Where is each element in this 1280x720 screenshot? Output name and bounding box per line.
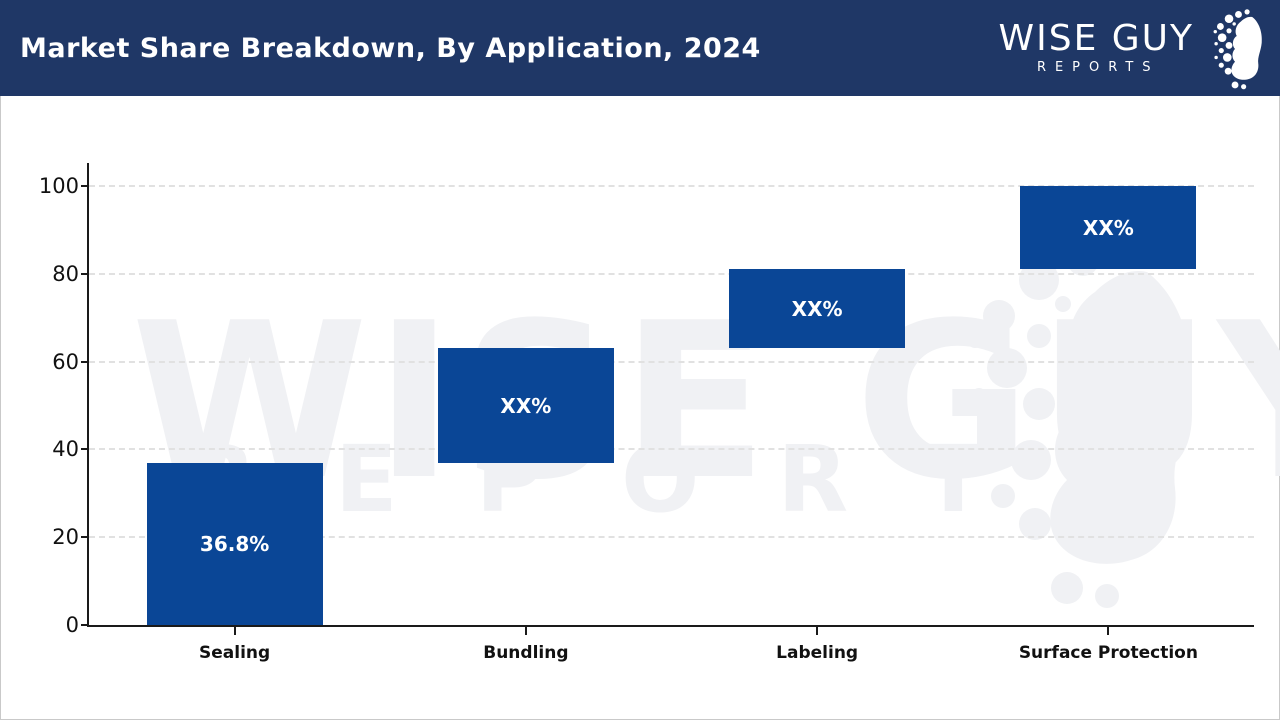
gridline (89, 448, 1254, 451)
bar-bundling (437, 348, 614, 464)
gridline (89, 185, 1254, 187)
y-axis-tick-label: 80 (52, 261, 79, 286)
page-title: Market Share Breakdown, By Application, … (20, 32, 761, 64)
x-axis-tick (524, 627, 527, 635)
y-axis-tick (81, 185, 89, 187)
brand-subname: REPORTS (1036, 60, 1160, 75)
bar-labeling (729, 269, 906, 349)
gridline (89, 272, 1254, 275)
bar-value-label: 36.8% (199, 532, 270, 557)
y-axis (87, 163, 89, 625)
x-axis-tick (1107, 627, 1110, 635)
brand-name: WISE GUY (998, 18, 1194, 59)
y-axis-tick (81, 360, 89, 363)
y-axis-tick-label: 20 (52, 525, 79, 550)
brand-logo: WISE GUY REPORTS (999, 5, 1280, 91)
y-axis-tick-label: 60 (52, 349, 79, 374)
y-axis-tick (81, 536, 89, 539)
y-axis-tick (81, 624, 89, 626)
bar-sealing (146, 463, 323, 625)
y-axis-tick-label: 40 (52, 437, 79, 462)
gridline (89, 536, 1254, 539)
gridline (89, 360, 1254, 363)
x-axis-category-label: Surface Protection (1018, 643, 1198, 663)
x-axis-tick (233, 627, 236, 635)
brand-logo-text: WISE GUY REPORTS (998, 18, 1195, 76)
bar-value-label: XX% (791, 296, 843, 321)
chart-area: WISE GUY REPORTS 0 20 40 60 80 100 36.8% Sealin… (0, 96, 1280, 720)
y-axis-tick-label: 0 (65, 613, 79, 637)
brand-face-icon (1213, 9, 1262, 90)
x-axis (87, 625, 1254, 627)
y-axis-tick-label: 100 (38, 174, 79, 198)
bar-value-label: XX% (1082, 215, 1134, 240)
bar-value-label: XX% (500, 393, 552, 418)
x-axis-category-label: Bundling (483, 643, 569, 663)
x-axis-tick (816, 627, 819, 635)
y-axis-tick (81, 448, 89, 451)
header-bar: Market Share Breakdown, By Application, … (0, 0, 1280, 96)
y-axis-tick (81, 272, 89, 275)
x-axis-category-label: Sealing (199, 643, 271, 663)
x-axis-category-label: Labeling (776, 643, 859, 663)
bar-surface-protection (1020, 186, 1197, 270)
